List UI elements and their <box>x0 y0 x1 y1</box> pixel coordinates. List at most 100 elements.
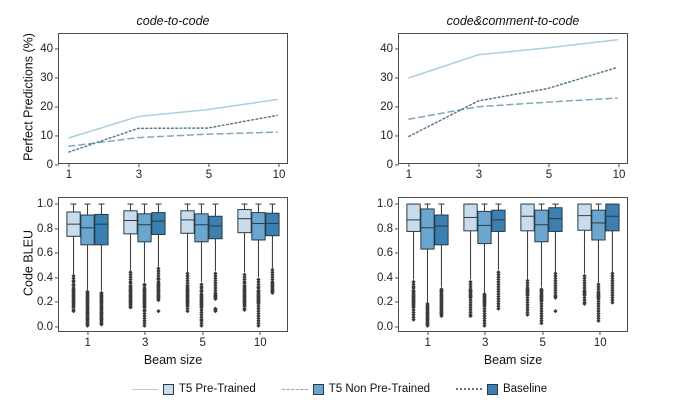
box-plot-item <box>237 203 252 313</box>
x-tick-label: 5 <box>539 337 546 349</box>
y-tick-mark <box>395 106 399 108</box>
x-tick-label: 3 <box>475 169 483 181</box>
box-plot-item <box>66 203 81 314</box>
y-axis-label: Code BLEU <box>21 230 36 297</box>
y-tick-mark <box>55 164 59 166</box>
panel-title: code&comment-to-code <box>446 14 580 28</box>
x-tick-mark <box>208 163 210 167</box>
box-plot-item <box>434 203 449 319</box>
x-tick-mark <box>548 163 550 167</box>
box-plot-item <box>80 203 95 328</box>
panel-title: code-to-code <box>136 14 210 28</box>
legend-label: T5 Non Pre-Trained <box>328 383 430 395</box>
y-tick-label: 10 <box>380 129 393 142</box>
y-tick-mark <box>55 228 59 230</box>
y-tick-mark <box>395 164 399 166</box>
x-tick-mark <box>408 163 410 167</box>
legend-item-baseline[interactable]: Baseline <box>455 383 547 395</box>
y-tick-label: 1.0 <box>37 198 53 211</box>
panel-codebleu-code-and-comment-to-code: 0.0 0.2 0.4 0.6 0.8 1.0 1 3 5 10 Beam size <box>377 197 628 367</box>
x-tick-label: 5 <box>205 169 213 181</box>
legend-box-swatch <box>486 383 498 395</box>
x-tick-mark <box>542 331 544 335</box>
y-tick-mark <box>55 77 59 79</box>
y-tick-mark <box>395 135 399 137</box>
x-tick-mark <box>427 331 429 335</box>
y-tick-label: 1.0 <box>377 198 393 211</box>
legend-box-swatch <box>162 383 174 395</box>
x-tick-label: 1 <box>84 337 91 349</box>
x-tick-mark <box>87 331 89 335</box>
box-plot-item <box>194 203 209 328</box>
line-series <box>408 97 618 120</box>
box-plot-item <box>180 203 195 314</box>
plot-area: 0 10 20 30 40 1 3 5 10 <box>380 33 628 181</box>
x-tick-mark <box>478 163 480 167</box>
box-plot-item <box>137 203 152 328</box>
y-tick-label: 0.8 <box>377 222 393 235</box>
box-series-group <box>406 203 620 328</box>
y-tick-label: 10 <box>40 129 53 142</box>
x-tick-label: 5 <box>545 169 553 181</box>
x-tick-label: 1 <box>424 337 431 349</box>
y-tick-label: 20 <box>380 100 393 113</box>
box-plot-item <box>420 203 435 328</box>
y-tick-mark <box>395 252 399 254</box>
y-tick-label: 0.6 <box>377 247 393 260</box>
y-tick-label: 30 <box>380 71 393 84</box>
legend-item-t5-non-pre-trained[interactable]: T5 Non Pre-Trained <box>281 383 430 395</box>
y-tick-label: 30 <box>40 71 53 84</box>
box-series-group <box>66 203 280 328</box>
x-tick-mark <box>278 163 280 167</box>
box-plot-item <box>151 203 166 314</box>
y-tick-label: 0.0 <box>377 320 393 333</box>
y-tick-mark <box>55 301 59 303</box>
y-tick-label: 40 <box>40 42 53 55</box>
x-tick-mark <box>144 331 146 335</box>
x-axis-label: Beam size <box>143 353 203 367</box>
legend-line-swatch <box>131 388 158 390</box>
y-tick-label: 0.4 <box>37 271 53 284</box>
y-tick-mark <box>55 277 59 279</box>
line-series <box>408 66 618 138</box>
y-tick-label: 0 <box>386 159 393 171</box>
y-axis-label: Perfect Predictions (%) <box>21 33 36 161</box>
y-tick-label: 0.4 <box>377 271 393 284</box>
y-tick-mark <box>395 326 399 328</box>
x-tick-label: 5 <box>199 337 206 349</box>
box-plot-item <box>591 203 606 324</box>
x-tick-label: 10 <box>272 169 286 181</box>
y-tick-label: 0.8 <box>37 222 53 235</box>
x-axis-label: Beam size <box>483 353 543 367</box>
y-tick-mark <box>55 252 59 254</box>
box-plot-item <box>251 203 266 328</box>
y-tick-mark <box>395 77 399 79</box>
y-tick-mark <box>55 203 59 205</box>
box-plot-item <box>477 203 492 328</box>
panel-codebleu-code-to-code: Code BLEU 0.0 0.2 0.4 0.6 0.8 1.0 1 3 5 10 Beam s… <box>22 197 288 367</box>
line-series <box>68 114 278 153</box>
line-series-group <box>68 98 278 153</box>
x-tick-label: 3 <box>135 169 143 181</box>
plot-area: 0.0 0.2 0.4 0.6 0.8 1.0 1 3 5 10 <box>377 197 628 349</box>
y-tick-mark <box>55 106 59 108</box>
box-plot-item <box>520 203 535 318</box>
y-tick-label: 0 <box>46 159 53 171</box>
panel-perfect-predictions-code-and-comment-to-code: code&comment-to-code 0 10 20 30 40 1 3 5 10 <box>380 14 628 181</box>
x-tick-mark <box>259 331 261 335</box>
box-plot-item <box>406 203 421 322</box>
y-tick-mark <box>55 48 59 50</box>
box-plot-item <box>577 203 592 307</box>
panel-perfect-predictions-code-to-code: code-to-code Perfect Predictions (%) 0 10… <box>22 14 288 181</box>
legend-line-swatch <box>455 388 482 390</box>
line-series <box>68 98 278 139</box>
box-plot-item <box>605 203 620 305</box>
y-tick-label: 40 <box>380 42 393 55</box>
y-tick-label: 20 <box>40 100 53 113</box>
x-tick-label: 3 <box>482 337 489 349</box>
x-tick-mark <box>68 163 70 167</box>
box-plot-item <box>123 203 138 310</box>
legend-item-t5-pre-trained[interactable]: T5 Pre-Trained <box>131 383 256 395</box>
x-tick-mark <box>484 331 486 335</box>
